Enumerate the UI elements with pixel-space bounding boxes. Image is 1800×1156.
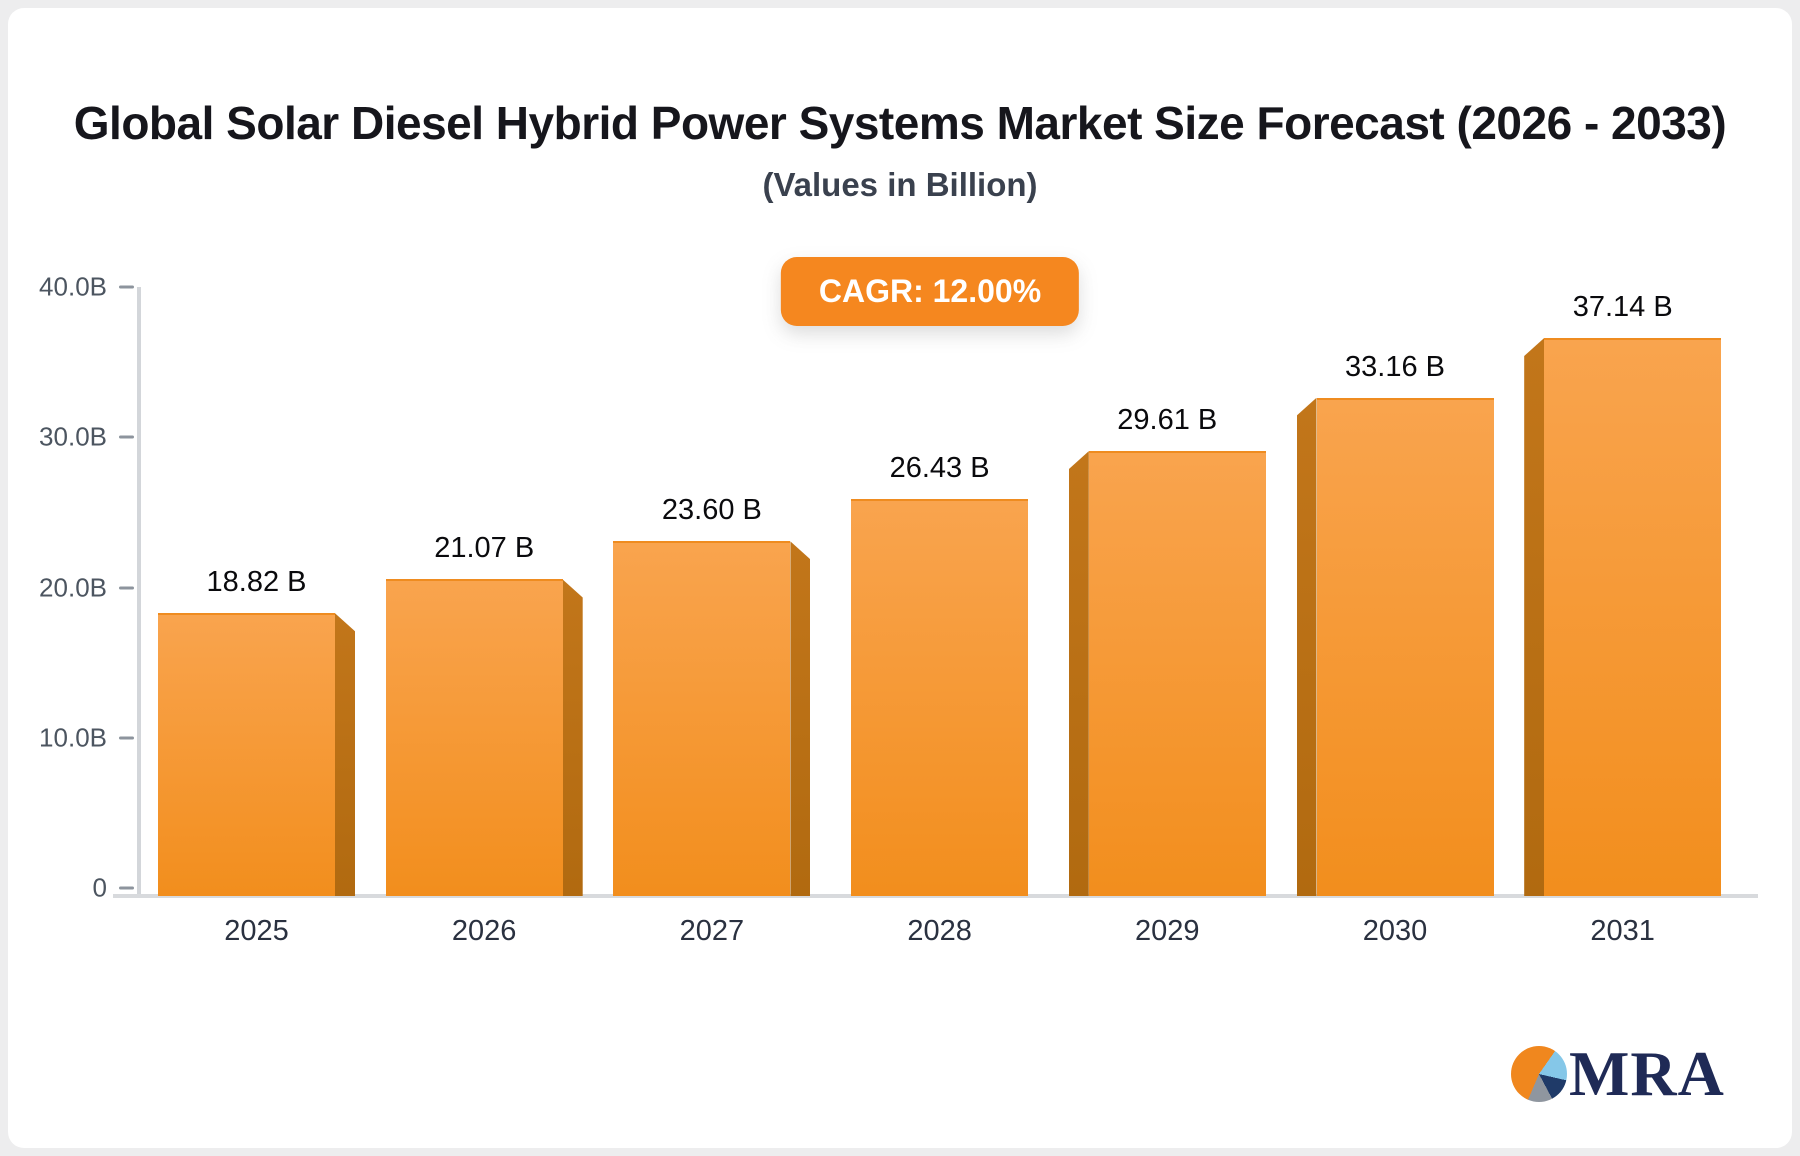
bar [851,498,1029,896]
tick-mark [119,285,134,289]
bar-3d-side [790,541,811,896]
bar-value-label: 18.82 B [206,566,307,599]
x-tick-label: 2028 [907,915,972,947]
y-tick: 10.0B [39,722,134,753]
x-tick-label: 2025 [224,915,289,947]
x-tick-label: 2030 [1362,915,1428,947]
bar [1544,337,1722,896]
bar-group-2027: 23.60 B 2027 [613,295,811,947]
bar-value-label: 37.14 B [1572,290,1673,323]
bar [385,579,563,896]
y-tick: 20.0B [39,572,134,603]
x-axis-line [113,894,1758,898]
bar-group-2026: 21.07 B 2026 [385,295,583,947]
plot-area: 40.0B 30.0B 20.0B 10.0B 0 18.82 B 2025 2… [8,8,1800,1156]
chart-card: Global Solar Diesel Hybrid Power Systems… [8,8,1792,1148]
y-tick-label: 0 [92,872,107,903]
bar [158,613,335,896]
bar-3d-side [1296,397,1317,896]
logo-text: MRA [1569,1038,1725,1109]
y-tick-label: 30.0B [39,421,107,452]
y-axis: 40.0B 30.0B 20.0B 10.0B 0 [8,272,134,903]
bar-3d-side [1524,337,1545,896]
y-axis-line [137,287,141,896]
bar-group-2030: 33.16 B 2030 [1296,295,1494,947]
x-tick-label: 2029 [1135,915,1200,947]
bar-group-2028: 26.43 B 2028 [841,295,1038,947]
cagr-badge: CAGR: 12.00% [780,257,1080,326]
x-tick-label: 2031 [1590,915,1655,947]
y-tick-label: 40.0B [39,271,107,302]
bar-3d-side [335,613,355,896]
tick-mark [119,886,134,890]
bar-group-2025: 18.82 B 2025 [158,295,355,947]
tick-mark [119,435,134,439]
bar [613,541,791,896]
bar-value-label: 23.60 B [661,494,762,527]
bar [1088,451,1266,896]
mra-logo: MRA [1511,1038,1725,1109]
tick-mark [119,586,134,589]
bar-value-label: 26.43 B [889,451,990,484]
bar-value-label: 21.07 B [434,532,535,565]
y-tick-label: 10.0B [39,722,107,753]
tick-mark [119,736,134,740]
bar-group-2029: 29.61 B 2029 [1068,295,1266,947]
bar-group-2031: 37.14 B 2031 [1524,291,1722,947]
x-tick-label: 2026 [451,915,517,947]
chart-title: Global Solar Diesel Hybrid Power Systems… [73,97,1727,149]
y-tick: 0 [93,873,134,904]
y-tick: 40.0B [39,272,134,303]
bar-3d-side [562,579,583,896]
pie-chart-logo-icon [1511,1046,1567,1102]
bar-series: 18.82 B 2025 21.07 B 2026 23.60 B 2027 [158,291,1728,947]
bar-3d-side [1068,451,1089,896]
bar [1316,397,1494,896]
chart-subtitle: (Values in Billion) [762,166,1038,203]
y-tick-label: 20.0B [39,572,107,602]
x-tick-label: 2027 [679,915,745,947]
bar-value-label: 29.61 B [1117,404,1218,437]
bar-value-label: 33.16 B [1345,350,1445,383]
y-tick: 30.0B [39,422,134,453]
